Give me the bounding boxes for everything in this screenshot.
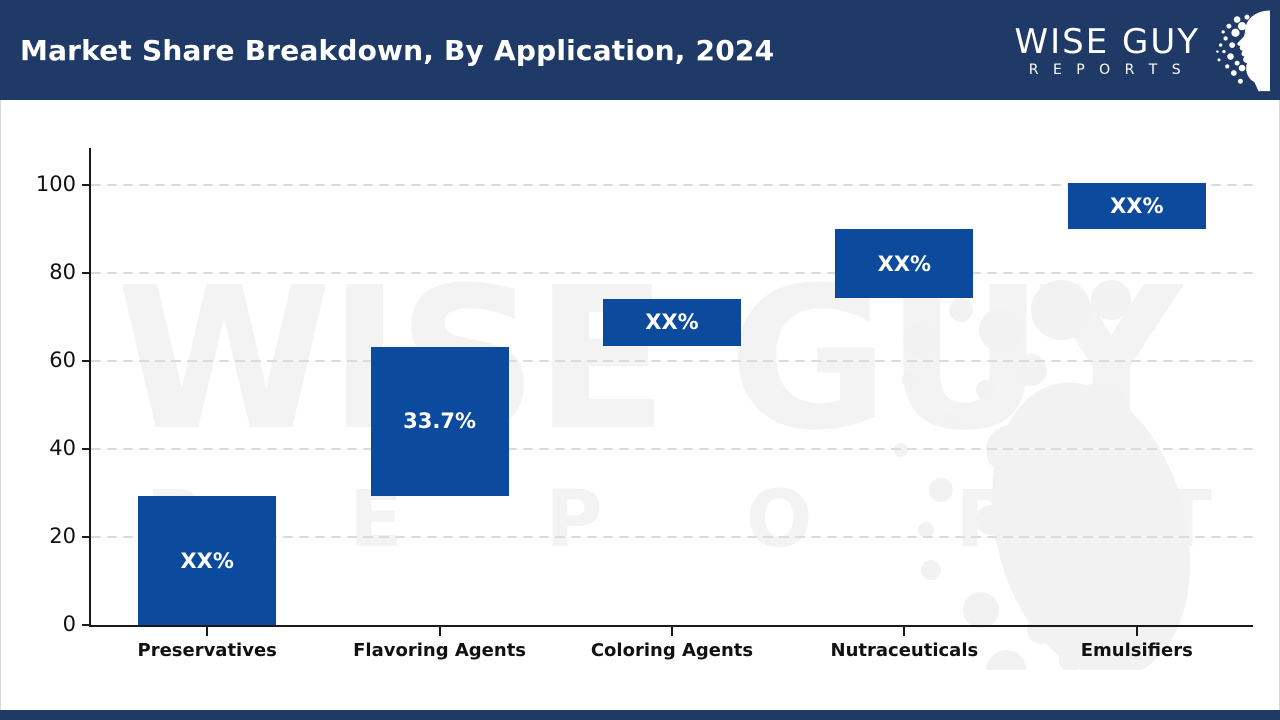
x-category-label-nutraceuticals: Nutraceuticals [830,640,979,661]
brand-wordmark: WISE GUY R E P O R T S [1014,25,1200,79]
y-tick-label: 40 [49,436,76,460]
x-category-label-emulsifiers: Emulsifiers [1080,640,1193,661]
x-category-label-preservatives: Preservatives [137,640,277,661]
plot-area: 0 20 40 60 80 100 XX% Preservatives 33.7% Flavori… [1,100,1280,710]
gridline-80 [91,272,1253,274]
bar-value-label: 33.7% [403,409,477,434]
y-tick-label: 0 [62,612,76,636]
x-tick-coloring-agents [671,627,673,636]
y-tick-20 [82,536,90,538]
brand-wordmark-line2: R E P O R T S [1028,62,1186,78]
y-tick-label: 100 [35,172,76,196]
y-tick-60 [82,360,90,362]
y-tick-label: 80 [49,260,76,284]
y-tick-0 [82,624,90,626]
x-tick-flavoring-agents [438,627,441,636]
x-tick-preservatives [206,627,209,636]
bar-coloring-agents: XX% [603,298,741,347]
brand-wordmark-line1: WISE GUY [1014,22,1200,62]
bar-nutraceuticals: XX% [835,229,974,298]
bar-value-label: XX% [180,548,234,573]
footer-bar [0,710,1280,720]
page-title: Market Share Breakdown, By Application, … [20,33,775,67]
gridline-60 [91,360,1253,362]
bar-value-label: XX% [877,251,932,276]
x-category-label-flavoring-agents: Flavoring Agents [353,640,527,661]
gridline-40 [91,448,1253,450]
brand-logo: WISE GUY R E P O R T S [1014,0,1270,100]
x-tick-emulsifiers [1135,627,1138,636]
y-tick-label: 60 [49,348,76,372]
y-tick-label: 20 [49,524,76,548]
gridline-100 [91,184,1253,186]
chart-region: WISE GUY R E P O R T S 020406080100XX%Pr… [0,100,1280,710]
y-tick-80 [82,272,90,274]
face-profile-icon [1216,10,1270,92]
x-tick-nutraceuticals [903,627,906,636]
bar-emulsifiers: XX% [1067,183,1206,229]
x-category-label-coloring-agents: Coloring Agents [590,640,754,661]
bar-value-label: XX% [1110,193,1164,218]
gridline-20 [91,536,1253,538]
y-tick-100 [82,184,90,186]
y-axis-spine [89,148,91,627]
bar-flavoring-agents: 33.7% [370,347,509,496]
header: Market Share Breakdown, By Application, … [0,0,1280,100]
bar-preservatives: XX% [138,496,277,625]
y-tick-40 [82,448,90,450]
x-axis-spine [89,625,1253,627]
bar-value-label: XX% [645,310,699,335]
